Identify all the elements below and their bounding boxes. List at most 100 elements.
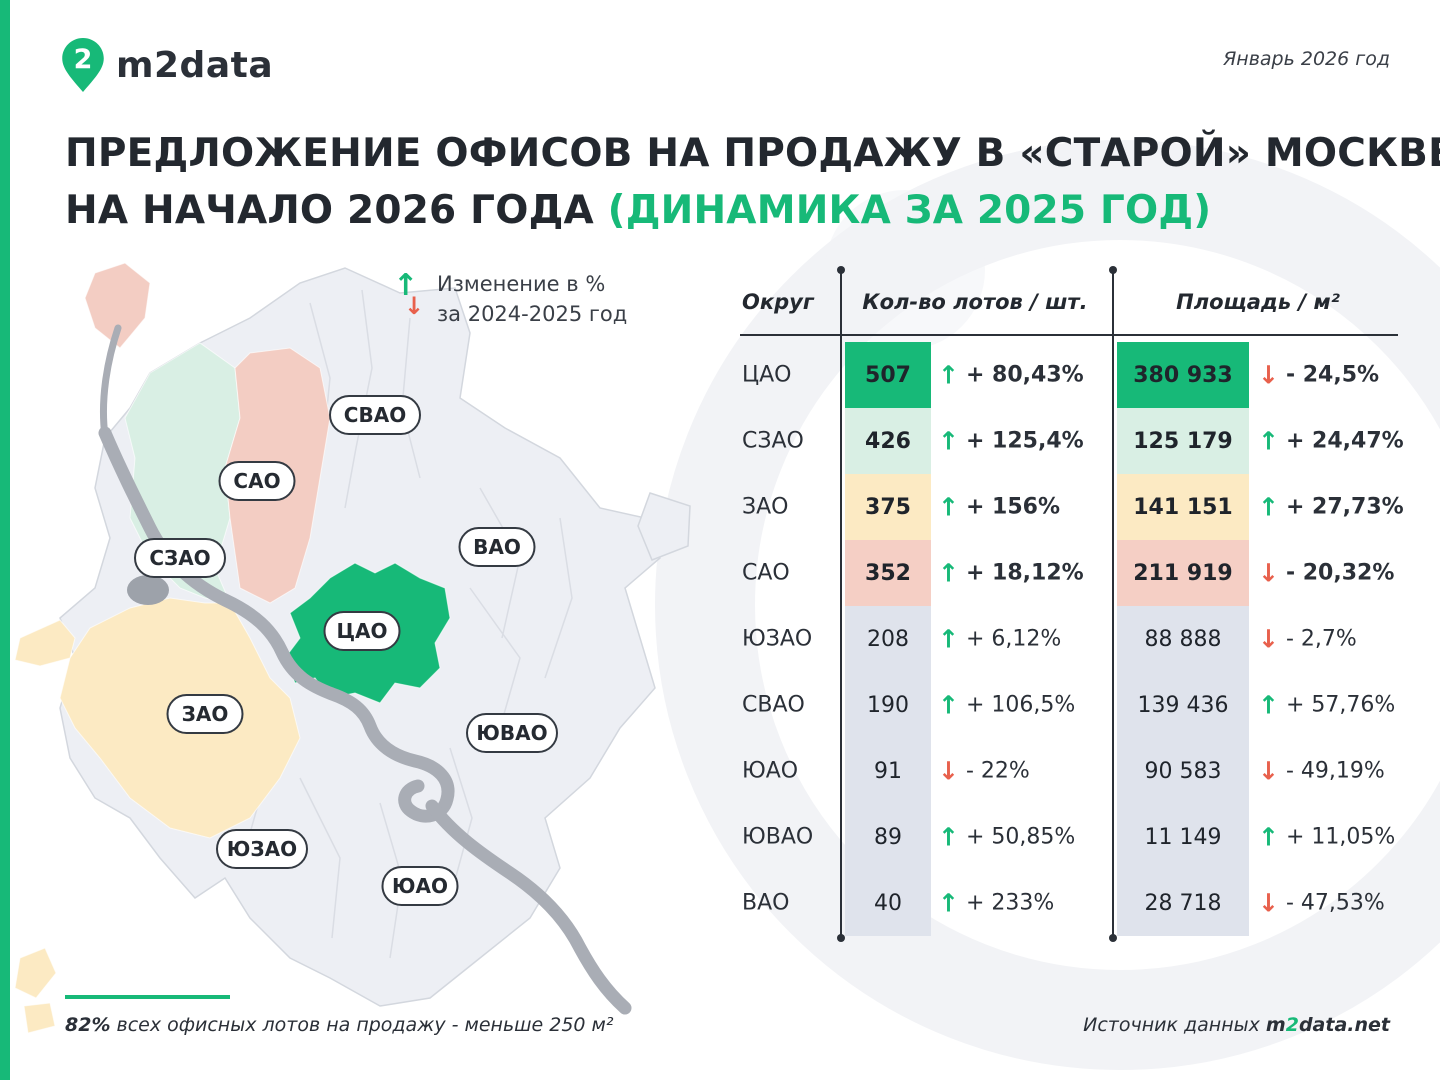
- area-change-text: + 57,76%: [1285, 692, 1396, 718]
- table-row: ЗАО 375 ↑ + 156% 141 151 ↑ + 27,73%: [740, 474, 1405, 540]
- lots-change: ↑ + 233%: [938, 891, 1054, 916]
- table-row: ЮЗАО 208 ↑ + 6,12% 88 888 ↓ - 2,7%: [740, 606, 1405, 672]
- down-arrow-icon: ↓: [938, 756, 959, 786]
- map-label-text: ЮВАО: [476, 721, 547, 745]
- legend-arrows: ↑ ↓: [393, 268, 425, 328]
- area-change-text: - 20,32%: [1285, 560, 1395, 586]
- map-label-ВАО: ВАО: [458, 527, 536, 567]
- map-label-pill: [381, 866, 459, 906]
- down-arrow-icon: ↓: [404, 292, 425, 320]
- area-value: 90 583: [1117, 738, 1249, 804]
- map-label-text: ЮЗАО: [227, 837, 297, 861]
- area-change-text: - 2,7%: [1285, 626, 1357, 652]
- footnote-rule: [65, 995, 230, 999]
- header-divider: [740, 334, 1398, 336]
- map-label-ЮВАО: ЮВАО: [466, 713, 558, 753]
- lots-value: 352: [845, 540, 931, 606]
- lots-change: ↑ + 125,4%: [938, 429, 1084, 454]
- area-change: ↓ - 24,5%: [1258, 363, 1379, 388]
- district-label: ЗАО: [742, 494, 789, 520]
- data-source: Источник данных m2data.net: [1083, 1014, 1390, 1036]
- map-label-pill: [216, 829, 308, 869]
- area-value: 211 919: [1117, 540, 1249, 606]
- legend-line-1: Изменение в %: [437, 272, 606, 296]
- lots-value: 507: [845, 342, 931, 408]
- table-rows: ЦАО 507 ↑ + 80,43% 380 933 ↓ - 24,5% СЗАО …: [740, 342, 1405, 936]
- map-label-СЗАО: СЗАО: [134, 538, 226, 578]
- footnote-text: всех офисных лотов на продажу - меньше 2…: [110, 1014, 614, 1036]
- down-arrow-icon: ↓: [1258, 888, 1279, 918]
- map-label-САО: САО: [218, 461, 296, 501]
- lots-value: 208: [845, 606, 931, 672]
- title-accent: (ДИНАМИКА ЗА 2025 ГОД): [607, 187, 1212, 233]
- map-label-pill: [323, 611, 401, 651]
- lots-value: 40: [845, 870, 931, 936]
- lots-change-text: + 233%: [965, 890, 1055, 916]
- map-label-pill: [329, 395, 421, 435]
- table-row: ЮВАО 89 ↑ + 50,85% 11 149 ↑ + 11,05%: [740, 804, 1405, 870]
- district-label: ЦАО: [742, 362, 792, 388]
- up-arrow-icon: ↑: [938, 558, 959, 588]
- lots-value: 91: [845, 738, 931, 804]
- lots-change-text: + 6,12%: [965, 626, 1062, 652]
- map-label-ЮЗАО: ЮЗАО: [216, 829, 308, 869]
- down-arrow-icon: ↓: [1258, 558, 1279, 588]
- up-arrow-icon: ↑: [938, 822, 959, 852]
- up-arrow-icon: ↑: [1258, 426, 1279, 456]
- title-line-1: ПРЕДЛОЖЕНИЕ ОФИСОВ НА ПРОДАЖУ В «СТАРОЙ»…: [65, 131, 1440, 176]
- map-label-text: ЗАО: [182, 702, 229, 726]
- moscow-map: СВАО САО СЗАО ВАО ЦАО ЗАО ЮВАО ЮЗАО ЮАО: [0, 258, 710, 1038]
- header-lots: Кол-во лотов / шт.: [862, 290, 1088, 314]
- area-change: ↑ + 27,73%: [1258, 495, 1404, 520]
- lots-change-text: + 106,5%: [965, 692, 1076, 718]
- area-value: 88 888: [1117, 606, 1249, 672]
- map-label-text: ВАО: [473, 535, 521, 559]
- area-change-text: - 24,5%: [1285, 362, 1380, 388]
- district-label: СВАО: [742, 692, 805, 718]
- table-row: СЗАО 426 ↑ + 125,4% 125 179 ↑ + 24,47%: [740, 408, 1405, 474]
- table-row: ЮАО 91 ↓ - 22% 90 583 ↓ - 49,19%: [740, 738, 1405, 804]
- lots-change-text: + 50,85%: [965, 824, 1076, 850]
- district-sao-exclave: [84, 262, 151, 349]
- up-arrow-icon: ↑: [1258, 492, 1279, 522]
- lots-change-text: + 156%: [965, 494, 1061, 520]
- lots-change-text: - 22%: [965, 758, 1030, 784]
- lots-value: 190: [845, 672, 931, 738]
- up-arrow-icon: ↑: [1258, 690, 1279, 720]
- area-value: 139 436: [1117, 672, 1249, 738]
- map-label-text: САО: [233, 469, 280, 493]
- footnote-bold: 82%: [65, 1014, 111, 1036]
- data-table: Округ Кол-во лотов / шт. Площадь / м² ЦА…: [740, 266, 1405, 958]
- legend-line-2: за 2024-2025 год: [437, 301, 628, 326]
- column-divider-lots: [837, 266, 845, 942]
- map-label-pill: [466, 713, 558, 753]
- district-label: ЮВАО: [742, 824, 814, 850]
- area-value: 141 151: [1117, 474, 1249, 540]
- lots-change: ↑ + 106,5%: [938, 693, 1075, 718]
- lots-change: ↑ + 80,43%: [938, 363, 1084, 388]
- table-row: ЦАО 507 ↑ + 80,43% 380 933 ↓ - 24,5%: [740, 342, 1405, 408]
- lots-change: ↑ + 50,85%: [938, 825, 1075, 850]
- lots-change-text: + 125,4%: [965, 428, 1084, 454]
- district-label: САО: [742, 560, 790, 586]
- source-brand-2: 2: [1285, 1014, 1299, 1036]
- area-change-text: + 27,73%: [1285, 494, 1404, 520]
- table-row: САО 352 ↑ + 18,12% 211 919 ↓ - 20,32%: [740, 540, 1405, 606]
- map-label-text: ЦАО: [336, 619, 387, 643]
- area-value: 125 179: [1117, 408, 1249, 474]
- map-label-ЮАО: ЮАО: [381, 866, 459, 906]
- table-row: СВАО 190 ↑ + 106,5% 139 436 ↑ + 57,76%: [740, 672, 1405, 738]
- map-label-text: СВАО: [344, 403, 406, 427]
- moscow-map-svg: СВАО САО СЗАО ВАО ЦАО ЗАО ЮВАО ЮЗАО ЮАО: [14, 262, 691, 1034]
- area-change: ↑ + 11,05%: [1258, 825, 1395, 850]
- logo-pin-glyph: 2: [74, 44, 93, 75]
- down-arrow-icon: ↓: [1258, 360, 1279, 390]
- left-accent-bar: [0, 0, 10, 1080]
- down-arrow-icon: ↓: [1258, 756, 1279, 786]
- legend-text: Изменение в % за 2024-2025 год: [437, 270, 627, 330]
- map-label-pill: [218, 461, 296, 501]
- map-label-ЗАО: ЗАО: [166, 694, 244, 734]
- lots-change-text: + 80,43%: [965, 362, 1084, 388]
- header-district: Округ: [742, 290, 814, 314]
